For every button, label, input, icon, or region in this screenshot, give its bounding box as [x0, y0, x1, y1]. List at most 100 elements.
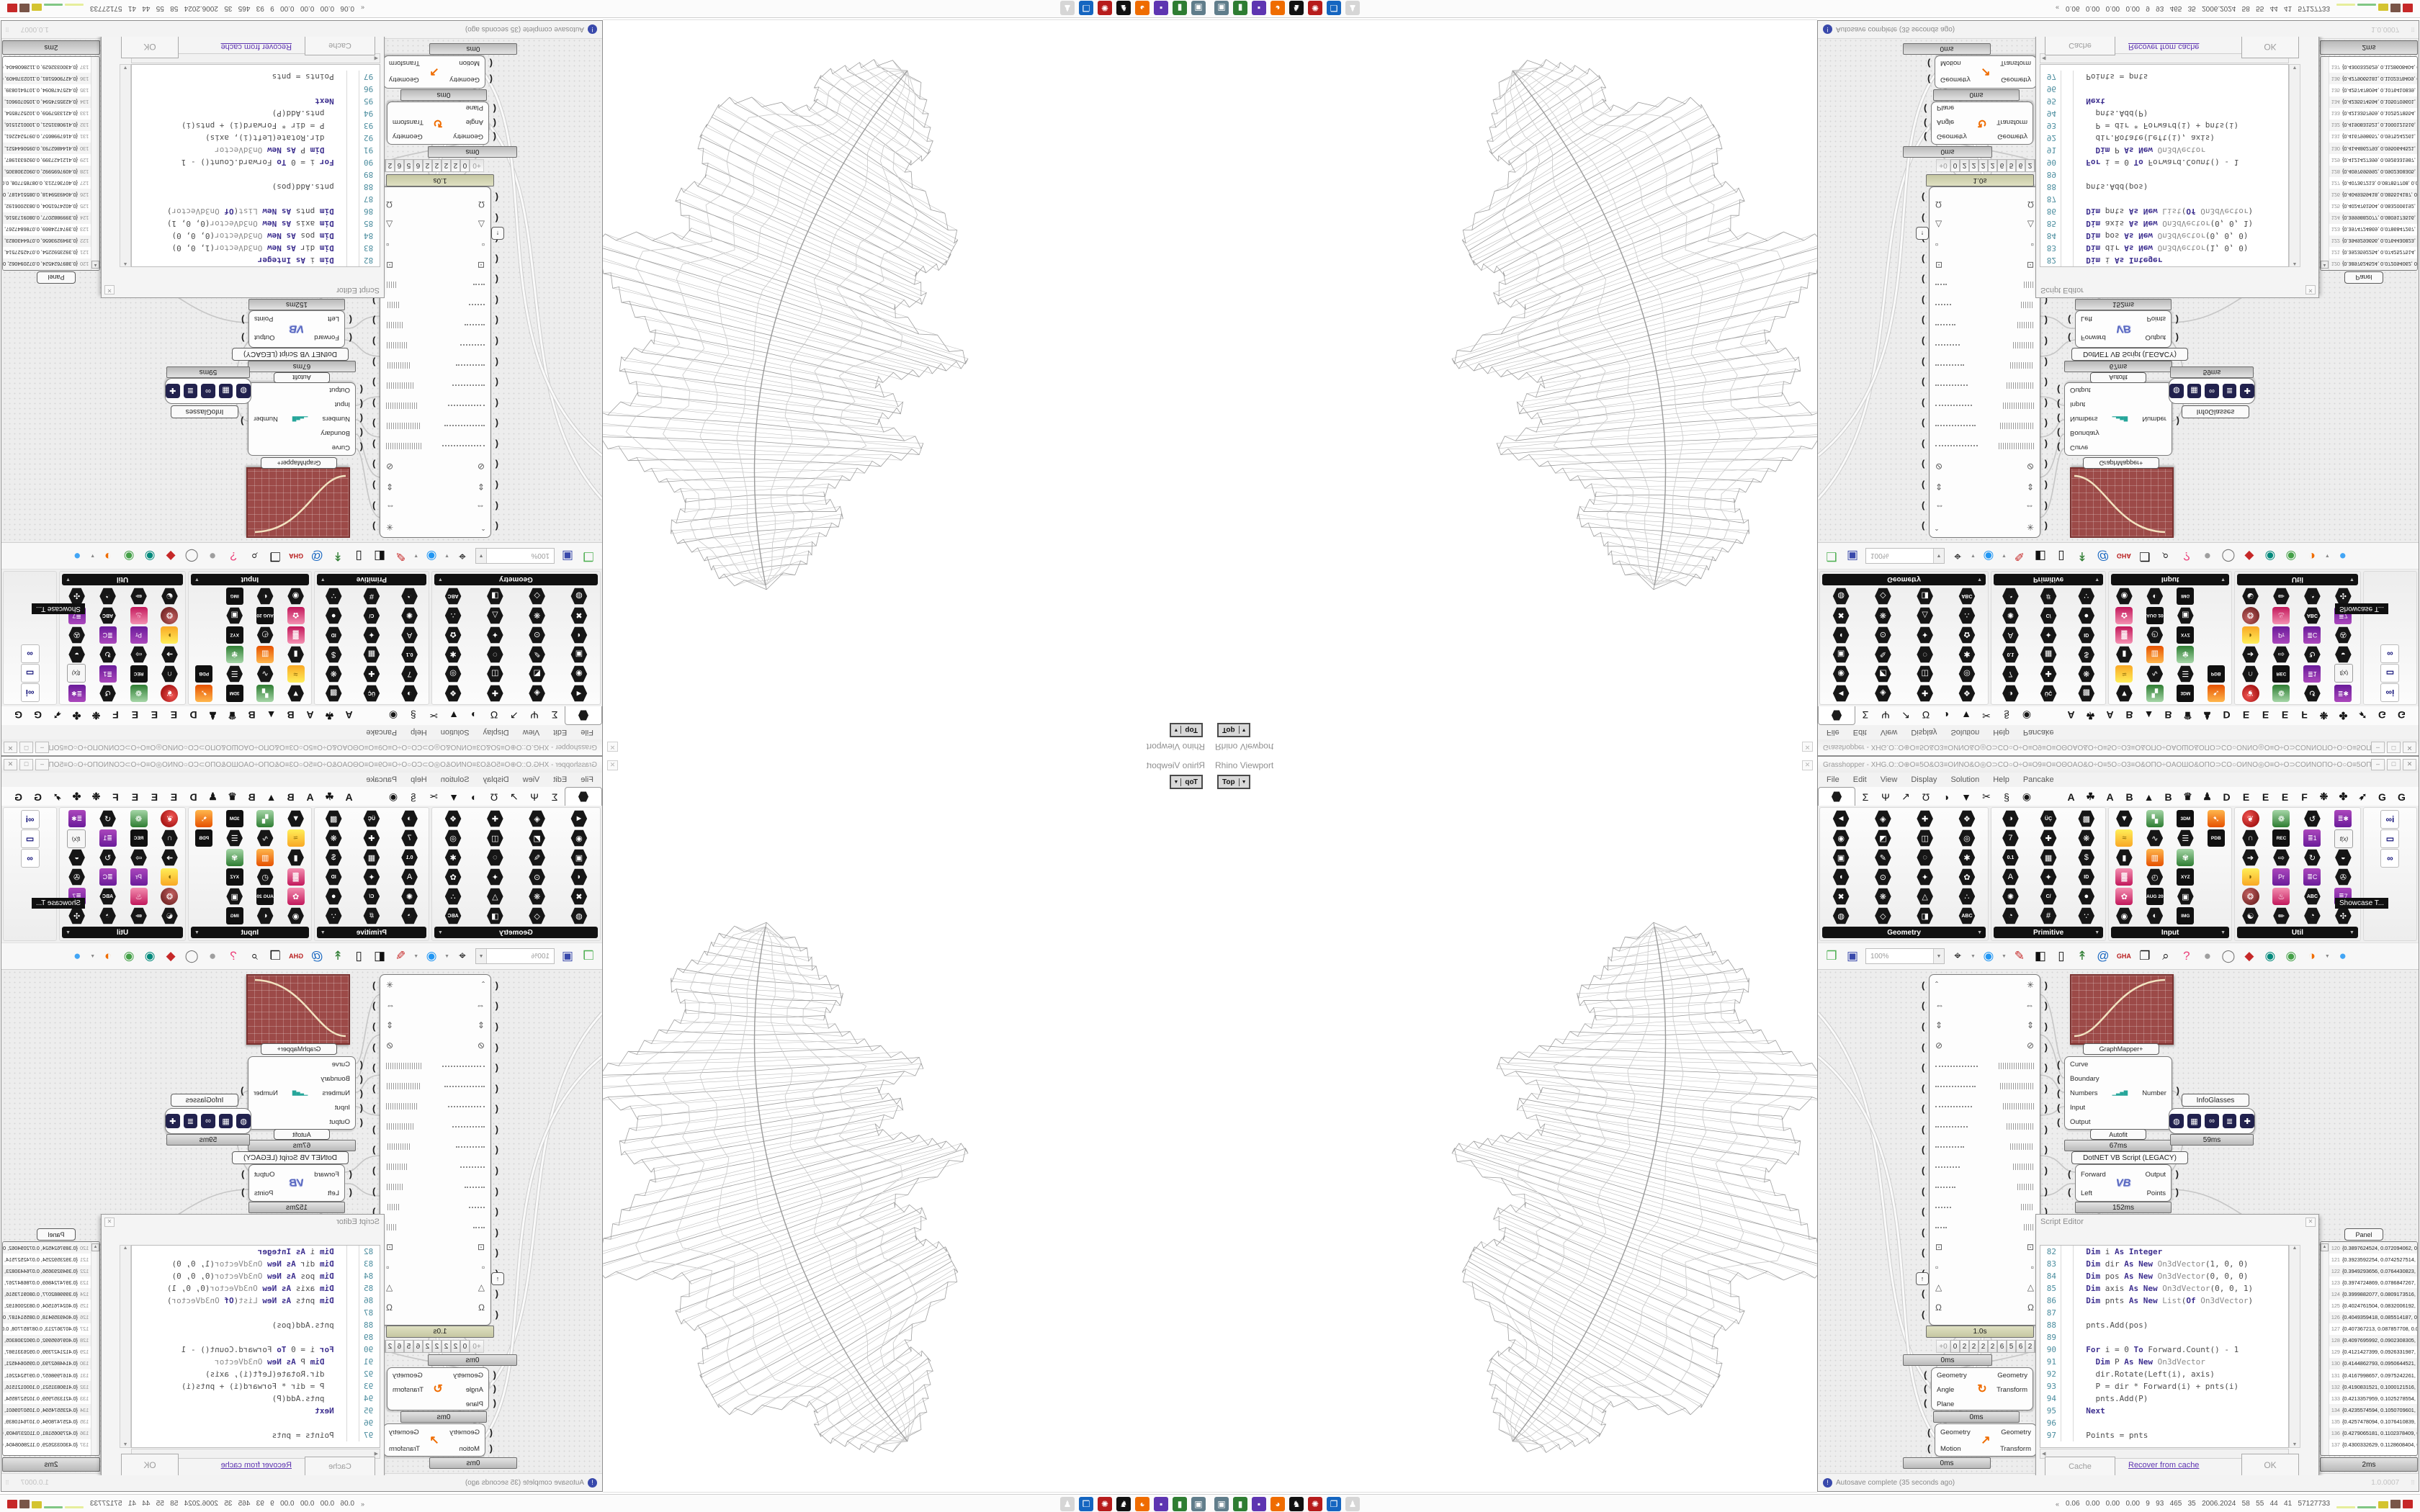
- tab-plugin[interactable]: A: [2067, 709, 2075, 721]
- component-icon[interactable]: ✾: [225, 849, 243, 866]
- component-icon[interactable]: ◄: [1832, 810, 1850, 827]
- camera-icon[interactable]: ▯: [2058, 949, 2065, 963]
- component-icon[interactable]: ☰: [226, 665, 243, 683]
- find-icon[interactable]: ⌕: [251, 549, 258, 563]
- component-icon[interactable]: ●: [2078, 607, 2095, 624]
- firefox-icon[interactable]: ◕: [1270, 1496, 1285, 1511]
- zoom-select[interactable]: 100% ▼: [1865, 948, 1945, 964]
- ok-button[interactable]: OK: [121, 37, 179, 58]
- component-icon[interactable]: ▦: [363, 646, 380, 663]
- component-icon[interactable]: ◔: [2002, 588, 2019, 605]
- digit-cell[interactable]: 2: [1988, 159, 1997, 172]
- component-icon[interactable]: ◩: [1875, 829, 1891, 847]
- component-icon[interactable]: △: [486, 607, 503, 624]
- component-icon[interactable]: IMG: [2177, 588, 2195, 605]
- canvas[interactable]: ((((((((((((((((( ))))))))))))))))) ˆ✳⇔⇔…: [1818, 970, 2419, 1475]
- draw-icon[interactable]: ✎: [395, 949, 406, 963]
- component-icon[interactable]: ☰: [2177, 829, 2194, 847]
- data-panel-window[interactable]: Panel ▲ 120 {0.3897624524, 0.072094062, 0…: [2320, 40, 2418, 284]
- black-art-icon[interactable]: ♞: [1289, 1496, 1304, 1511]
- component-icon[interactable]: ❋: [2078, 829, 2095, 847]
- menu-item-help[interactable]: Help: [411, 728, 427, 737]
- component-icon[interactable]: ❦: [2241, 810, 2259, 827]
- speaker-icon[interactable]: ◧: [2034, 549, 2046, 563]
- chevron-down-icon[interactable]: ▼: [2324, 953, 2330, 959]
- tab-plugin[interactable]: ❉: [2319, 791, 2329, 802]
- digit-cell[interactable]: 6: [2016, 159, 2025, 172]
- slider-row[interactable]: [1930, 1176, 2040, 1197]
- title-bar[interactable]: Grasshopper - XHG.O::O⊕O≡5O&O3≡OИNO&O◎O⊃…: [1818, 739, 2419, 755]
- zoom-select[interactable]: 100% ▼: [475, 548, 555, 564]
- component-icon[interactable]: ✇: [68, 626, 86, 644]
- panel-group-label[interactable]: Geometry ▼: [1822, 927, 1986, 938]
- draw-icon[interactable]: ✎: [2014, 949, 2025, 963]
- chevron-down-icon[interactable]: ▼: [1971, 553, 1976, 559]
- component-icon[interactable]: #: [2040, 588, 2057, 605]
- component-icon[interactable]: ▩: [2078, 810, 2095, 827]
- component-icon[interactable]: ◑: [2002, 810, 2019, 827]
- menu-item-view[interactable]: View: [1880, 728, 1898, 737]
- slider-row[interactable]: [380, 1156, 490, 1176]
- component-icon[interactable]: ✣: [68, 907, 86, 924]
- tab-plugin[interactable]: E: [151, 709, 158, 721]
- component-icon[interactable]: ◌: [1917, 646, 1934, 663]
- zoom-extents-icon[interactable]: ⌖: [459, 949, 466, 963]
- tab-plugin[interactable]: ❉: [91, 791, 101, 802]
- slider-row[interactable]: [1930, 1197, 2040, 1217]
- tab-plugin[interactable]: ▲: [266, 709, 277, 721]
- cluster-icon[interactable]: @: [2097, 949, 2110, 963]
- component-icon[interactable]: ◍: [1832, 907, 1850, 924]
- slider-row[interactable]: [380, 1217, 490, 1237]
- slider-row[interactable]: [1930, 1096, 2040, 1116]
- component-icon[interactable]: ◄: [570, 685, 588, 702]
- component-icon[interactable]: ▣: [1832, 849, 1850, 866]
- component-icon[interactable]: ▓: [287, 626, 305, 644]
- open-file-icon[interactable]: ❒: [583, 949, 594, 963]
- digit-cell[interactable]: 2: [1969, 1340, 1978, 1353]
- component-icon[interactable]: ☯: [2242, 907, 2259, 924]
- window-pin-icon[interactable]: ❐: [2139, 549, 2151, 563]
- tab-plugin[interactable]: G: [2398, 709, 2406, 721]
- tab-plugin[interactable]: E: [2242, 709, 2250, 721]
- component-icon[interactable]: ÜÇ: [363, 685, 380, 702]
- component-icon[interactable]: ✣: [68, 588, 86, 605]
- gha-icon[interactable]: GHA: [289, 953, 304, 960]
- menu-item-pancake[interactable]: Pancake: [366, 728, 398, 737]
- speaker-icon[interactable]: ◧: [374, 949, 386, 963]
- scroll-up-icon[interactable]: ▲: [2321, 261, 2329, 269]
- tab-category-icon[interactable]: Ʊ: [490, 709, 498, 721]
- scroll-up-icon[interactable]: ▲: [91, 261, 99, 269]
- graph-mapper[interactable]: [246, 467, 350, 538]
- component-icon[interactable]: C/: [363, 888, 380, 905]
- slider-row[interactable]: [1930, 1116, 2040, 1136]
- component-icon[interactable]: ∿: [2146, 665, 2164, 683]
- tab-plugin[interactable]: ♛: [2183, 710, 2192, 721]
- component-icon[interactable]: AUG 20: [2146, 888, 2164, 905]
- window-pin-icon[interactable]: ❐: [2139, 949, 2151, 963]
- component-icon[interactable]: ◉: [1832, 829, 1850, 847]
- component-icon[interactable]: ◨: [486, 588, 503, 605]
- component-icon[interactable]: ◇: [529, 588, 546, 605]
- component-icon[interactable]: ∞i: [2380, 683, 2400, 702]
- chevron-down-icon[interactable]: ▼: [444, 553, 449, 559]
- digit-cell[interactable]: 5: [404, 1340, 413, 1353]
- tab-plugin[interactable]: ✤: [72, 710, 81, 721]
- window-pin-icon[interactable]: ❐: [269, 949, 281, 963]
- scroll-up-button[interactable]: ↑: [491, 1272, 504, 1285]
- menu-item-edit[interactable]: Edit: [553, 775, 568, 784]
- component-icon[interactable]: ◫: [486, 665, 503, 683]
- cluster-icon[interactable]: @: [310, 949, 323, 963]
- rings-icon[interactable]: ◯: [2221, 949, 2236, 963]
- data-panel-window[interactable]: Panel ▲ 120 {0.3897624524, 0.072094062, 0…: [2320, 1228, 2418, 1472]
- tab-params[interactable]: [1818, 787, 1855, 806]
- chevron-down-icon[interactable]: ▼: [90, 953, 96, 959]
- vb-script-component[interactable]: VB Forward Output Left Points(()): [2068, 310, 2179, 348]
- component-icon[interactable]: ◎: [1958, 829, 1976, 847]
- component-icon[interactable]: ❋: [2078, 665, 2095, 683]
- close-button[interactable]: ✕: [2403, 759, 2416, 770]
- component-icon[interactable]: ◒: [2334, 646, 2352, 663]
- tab-category-icon[interactable]: ✂: [1982, 791, 1991, 802]
- tab-category-icon[interactable]: ◑: [470, 709, 478, 721]
- component-icon[interactable]: ✇: [2335, 868, 2352, 886]
